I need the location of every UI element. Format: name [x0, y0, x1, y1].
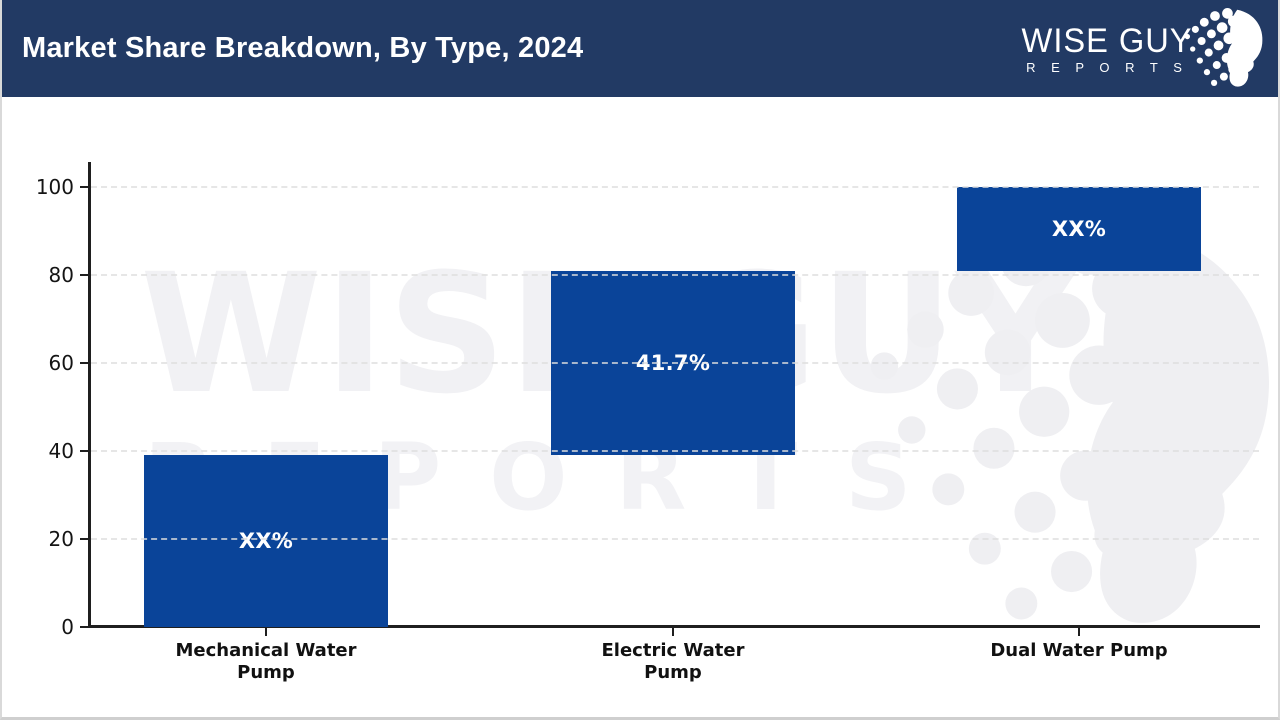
bar-value-label: XX% [1051, 217, 1107, 242]
y-tick-label: 20 [48, 527, 74, 551]
y-grid-line [91, 538, 1259, 540]
y-tick-mark [80, 362, 89, 364]
y-grid-line [91, 274, 1259, 276]
y-tick-mark [80, 274, 89, 276]
bar-3: XX% [957, 187, 1201, 272]
y-grid-line [91, 450, 1259, 452]
y-tick-label: 40 [48, 439, 74, 463]
x-tick-mark [672, 628, 674, 636]
wiseguy-logo: WISE GUY R E P O R T S [1018, 7, 1278, 91]
chart-title: Market Share Breakdown, By Type, 2024 [22, 32, 584, 64]
y-tick-label: 0 [61, 615, 74, 639]
logo-tagline: R E P O R T S [1026, 59, 1188, 75]
y-tick-label: 100 [35, 175, 74, 199]
header-bar: Market Share Breakdown, By Type, 2024 WI… [2, 0, 1278, 97]
y-tick-mark [80, 538, 89, 540]
y-axis-line [88, 162, 91, 628]
bar-1: XX% [144, 454, 388, 627]
x-tick-label: Electric Water Pump [601, 640, 745, 683]
y-tick-label: 80 [48, 263, 74, 287]
x-tick-mark [265, 628, 267, 636]
logo-wordmark: WISE GUY [1021, 21, 1193, 60]
x-tick-mark [1078, 628, 1080, 636]
logo-text: WISE GUY R E P O R T S [1018, 23, 1196, 75]
bar-value-label: XX% [238, 528, 294, 553]
y-tick-label: 60 [48, 351, 74, 375]
x-tick-label: Dual Water Pump [990, 640, 1168, 661]
x-tick-label: Mechanical Water Pump [175, 640, 357, 683]
y-grid-line [91, 362, 1259, 364]
y-grid-line [91, 186, 1259, 188]
x-axis-line [88, 625, 1260, 628]
wiseguy-face-icon [1184, 7, 1263, 87]
y-tick-mark [80, 626, 89, 628]
y-tick-mark [80, 450, 89, 452]
y-tick-mark [80, 186, 89, 188]
watermark-face-icon [870, 220, 1270, 623]
